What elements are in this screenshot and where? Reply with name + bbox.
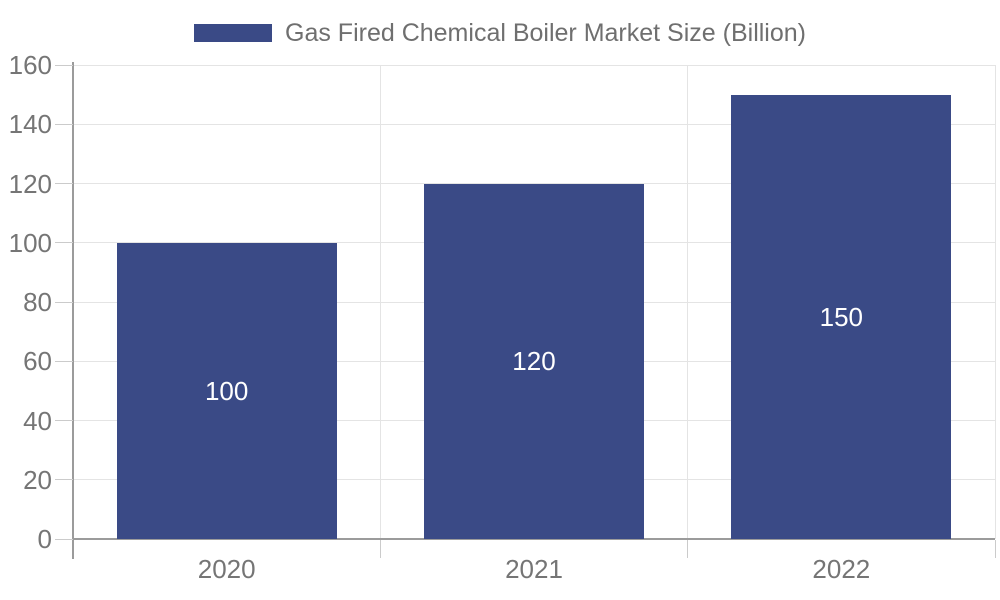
y-tick <box>55 183 73 184</box>
y-axis-tick-label: 0 <box>37 524 52 554</box>
bar[interactable] <box>424 183 644 539</box>
y-tick <box>55 301 73 303</box>
x-axis-tick-label: 2020 <box>197 554 256 584</box>
legend-swatch-icon <box>194 24 272 42</box>
x-axis-line <box>73 538 995 540</box>
bar-value-label: 100 <box>204 375 249 406</box>
y-tick <box>55 242 73 244</box>
gridline-vertical <box>994 65 996 539</box>
plot-area: 100 120 150 <box>55 62 996 559</box>
y-axis-tick-label: 80 <box>23 287 52 317</box>
y-tick <box>55 64 73 66</box>
y-tick <box>55 123 73 125</box>
x-tick <box>379 540 381 558</box>
gridline-horizontal <box>73 64 995 66</box>
y-axis-tick-label: 120 <box>8 168 52 199</box>
y-tick <box>55 420 73 421</box>
x-tick <box>994 540 996 558</box>
x-tick <box>687 540 689 558</box>
bar-value-label: 120 <box>512 346 556 377</box>
y-tick <box>55 538 73 540</box>
y-tick <box>55 360 73 362</box>
gridline-vertical <box>379 65 381 539</box>
x-axis-tick-label: 2021 <box>505 554 563 584</box>
bar[interactable] <box>116 242 337 539</box>
legend-label: Gas Fired Chemical Boiler Market Size (B… <box>285 19 806 47</box>
y-axis-tick-label: 100 <box>8 227 52 258</box>
y-tick <box>55 479 73 481</box>
bar-value-label: 150 <box>819 301 864 332</box>
gridline-vertical <box>687 65 689 539</box>
x-axis-tick-label: 2022 <box>812 554 871 584</box>
y-axis-tick-label: 60 <box>23 346 52 377</box>
gridline-horizontal <box>73 123 995 125</box>
y-axis-tick-label: 20 <box>23 464 52 495</box>
y-axis-tick-label: 40 <box>23 405 52 436</box>
y-axis-tick-label: 140 <box>8 109 52 140</box>
y-axis-tick-label: 160 <box>8 50 52 80</box>
legend-item[interactable]: Gas Fired Chemical Boiler Market Size (B… <box>0 14 1000 52</box>
y-axis-line <box>72 62 74 559</box>
bar[interactable] <box>731 94 952 539</box>
